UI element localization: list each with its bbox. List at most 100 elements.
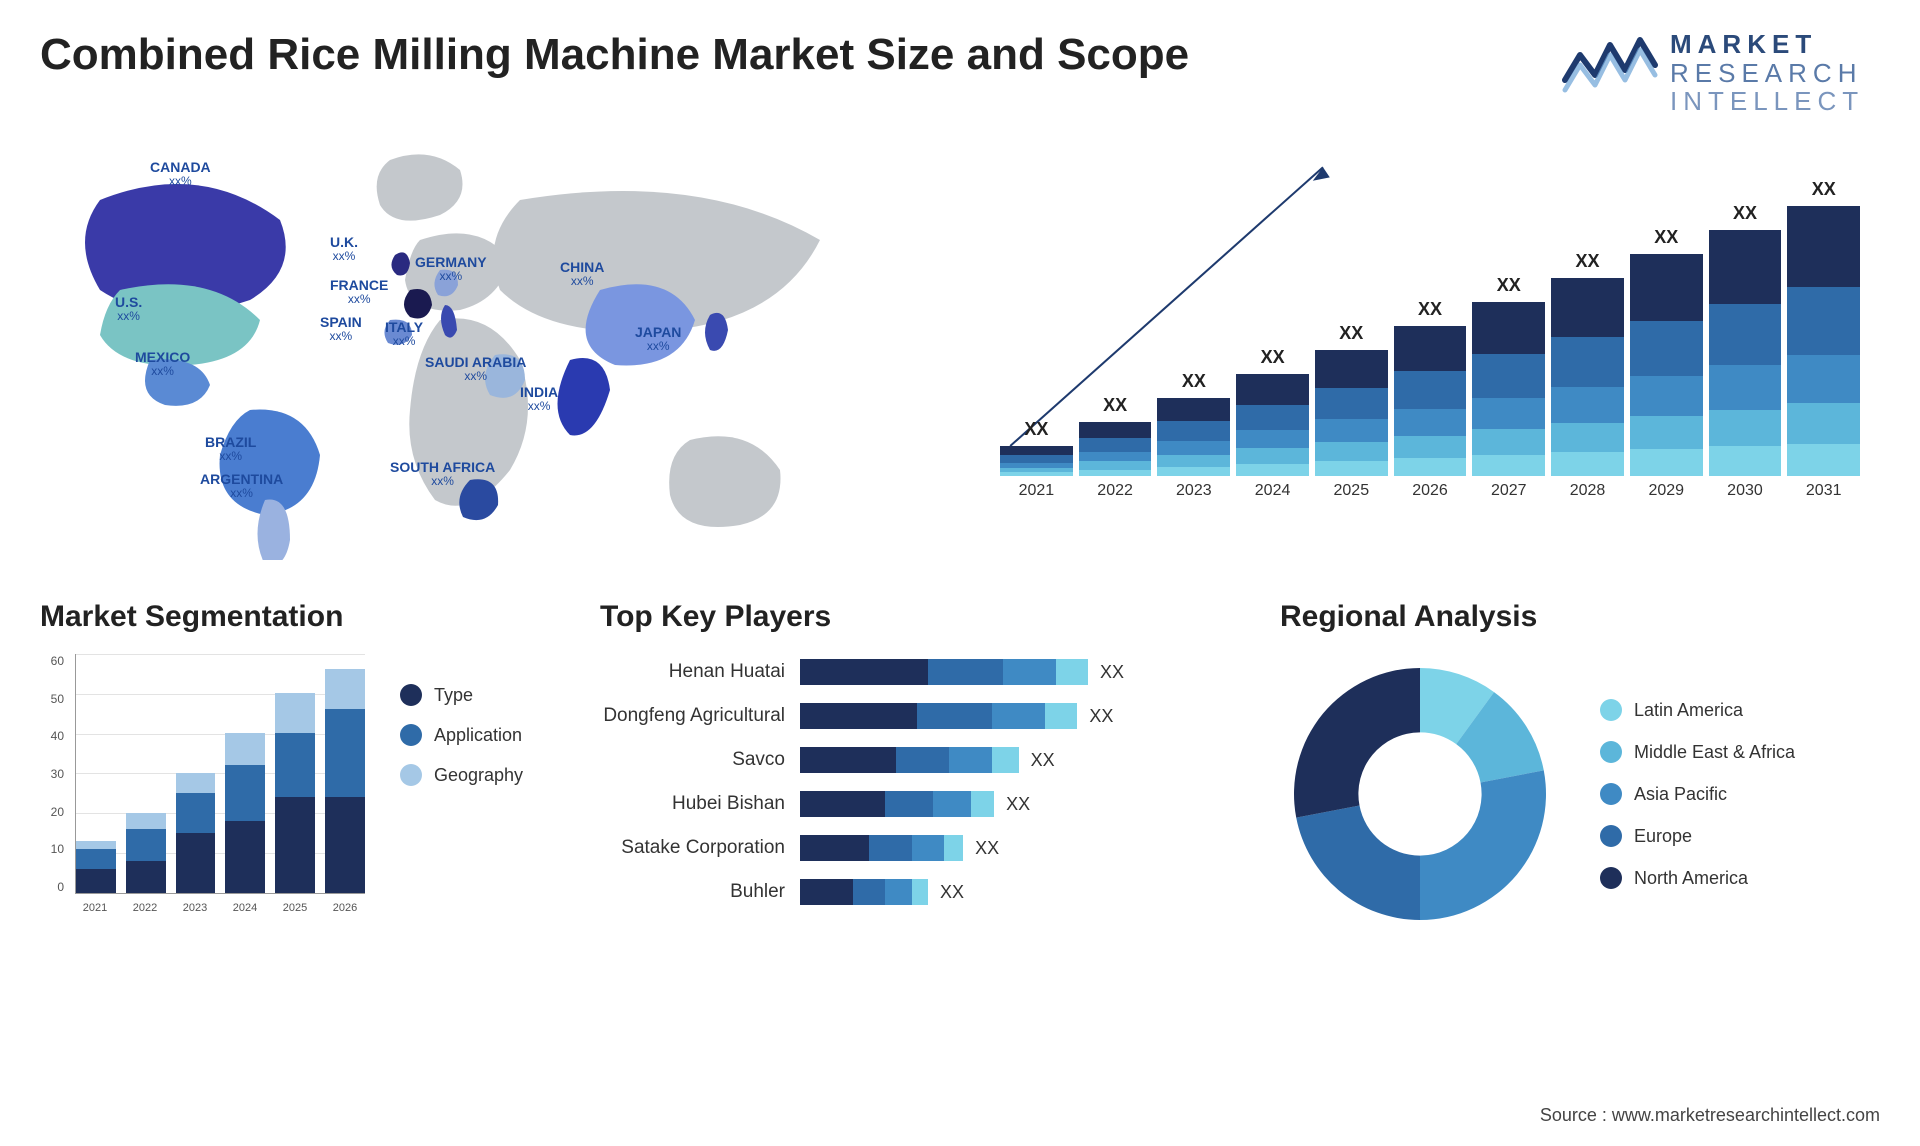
player-name: Buhler <box>600 881 800 903</box>
segmentation-bar <box>325 669 365 893</box>
logo-line3: INTELLECT <box>1670 87 1864 116</box>
map-label: U.K.xx% <box>330 235 358 264</box>
legend-swatch-icon <box>400 764 422 786</box>
map-label: INDIAxx% <box>520 385 558 414</box>
growth-year-label: 2030 <box>1727 482 1763 500</box>
segmentation-bar <box>76 841 116 893</box>
player-row: Buhler XX <box>600 874 1240 910</box>
growth-bar-value: XX <box>1024 419 1048 440</box>
legend-item: Type <box>400 684 560 706</box>
player-value: XX <box>940 882 964 903</box>
x-axis-tick: 2025 <box>275 902 315 914</box>
logo-line1: MARKET <box>1670 30 1864 59</box>
growth-year-label: 2021 <box>1019 482 1055 500</box>
y-axis-tick: 40 <box>40 729 70 743</box>
growth-bar: XX 2028 <box>1551 251 1624 500</box>
map-label: SAUDI ARABIAxx% <box>425 355 526 384</box>
legend-swatch-icon <box>1600 867 1622 889</box>
legend-label: Application <box>434 725 522 746</box>
legend-label: Type <box>434 685 473 706</box>
segmentation-bar <box>176 773 216 893</box>
player-row: Satake CorporationXX <box>600 830 1240 866</box>
player-value: XX <box>1089 706 1113 727</box>
growth-year-label: 2023 <box>1176 482 1212 500</box>
region-legend: Latin America Middle East & Africa Asia Pa… <box>1600 699 1880 889</box>
legend-label: Asia Pacific <box>1634 784 1727 805</box>
player-bar <box>800 879 928 905</box>
map-label: CHINAxx% <box>560 260 604 289</box>
y-axis-tick: 30 <box>40 767 70 781</box>
brand-logo: MARKET RESEARCH INTELLECT <box>1560 30 1880 110</box>
logo-mark-icon <box>1560 35 1660 95</box>
y-axis-tick: 60 <box>40 654 70 668</box>
legend-swatch-icon <box>400 684 422 706</box>
player-name: Henan Huatai <box>600 661 800 683</box>
legend-label: North America <box>1634 868 1748 889</box>
segmentation-legend: Type Application Geography <box>400 654 560 914</box>
player-bar <box>800 747 1019 773</box>
player-name: Savco <box>600 749 800 771</box>
growth-bar-value: XX <box>1733 203 1757 224</box>
legend-item: Europe <box>1600 825 1880 847</box>
player-row: Dongfeng Agricultural XX <box>600 698 1240 734</box>
growth-bar-value: XX <box>1576 251 1600 272</box>
legend-swatch-icon <box>1600 741 1622 763</box>
players-title: Top Key Players <box>600 600 1240 634</box>
donut-slice <box>1294 668 1420 818</box>
growth-bar: XX 2023 <box>1157 371 1230 500</box>
player-row: Hubei BishanXX <box>600 786 1240 822</box>
map-label: BRAZILxx% <box>205 435 256 464</box>
source-text: Source : www.marketresearchintellect.com <box>1540 1105 1880 1126</box>
legend-swatch-icon <box>1600 825 1622 847</box>
legend-label: Latin America <box>1634 700 1743 721</box>
legend-swatch-icon <box>1600 699 1622 721</box>
growth-bar-value: XX <box>1812 179 1836 200</box>
key-players-panel: Top Key Players Henan HuataiXXDongfeng A… <box>600 600 1240 930</box>
player-bar <box>800 703 1077 729</box>
growth-bar-value: XX <box>1339 323 1363 344</box>
growth-bar: XX2026 <box>1394 299 1467 500</box>
growth-year-label: 2027 <box>1491 482 1527 500</box>
growth-bar-value: XX <box>1182 371 1206 392</box>
y-axis-tick: 50 <box>40 692 70 706</box>
map-label: GERMANYxx% <box>415 255 487 284</box>
legend-label: Geography <box>434 765 523 786</box>
player-value: XX <box>975 838 999 859</box>
segmentation-chart: 0102030405060 202120222023202420252026 <box>40 654 370 914</box>
segmentation-bar <box>275 693 315 893</box>
map-label: CANADAxx% <box>150 160 211 189</box>
map-label: SOUTH AFRICAxx% <box>390 460 495 489</box>
growth-bar: XX 2022 <box>1079 395 1152 500</box>
growth-year-label: 2028 <box>1570 482 1606 500</box>
growth-bar: XX2031 <box>1787 179 1860 500</box>
map-label: FRANCExx% <box>330 278 388 307</box>
growth-year-label: 2029 <box>1648 482 1684 500</box>
growth-year-label: 2025 <box>1334 482 1370 500</box>
market-growth-chart: XX2021XX2022XX2023XX2024XX2025XX2026XX20… <box>980 140 1880 560</box>
y-axis-tick: 10 <box>40 842 70 856</box>
growth-bar: XX2024 <box>1236 347 1309 500</box>
player-bar <box>800 659 1088 685</box>
page-title: Combined Rice Milling Machine Market Siz… <box>40 30 1189 80</box>
region-donut-chart <box>1280 654 1560 934</box>
legend-item: Middle East & Africa <box>1600 741 1880 763</box>
legend-swatch-icon <box>1600 783 1622 805</box>
x-axis-tick: 2022 <box>125 902 165 914</box>
y-axis-tick: 0 <box>40 880 70 894</box>
legend-item: Latin America <box>1600 699 1880 721</box>
x-axis-tick: 2026 <box>325 902 365 914</box>
map-label: MEXICOxx% <box>135 350 190 379</box>
growth-bar-value: XX <box>1497 275 1521 296</box>
x-axis-tick: 2021 <box>75 902 115 914</box>
legend-label: Europe <box>1634 826 1692 847</box>
player-name: Hubei Bishan <box>600 793 800 815</box>
growth-bar: XX 2027 <box>1472 275 1545 500</box>
growth-bar-value: XX <box>1103 395 1127 416</box>
growth-year-label: 2022 <box>1097 482 1133 500</box>
segmentation-bar <box>126 813 166 893</box>
x-axis-tick: 2023 <box>175 902 215 914</box>
player-value: XX <box>1031 750 1055 771</box>
player-name: Dongfeng Agricultural <box>600 705 800 727</box>
donut-slice <box>1420 770 1546 920</box>
growth-bar-value: XX <box>1261 347 1285 368</box>
